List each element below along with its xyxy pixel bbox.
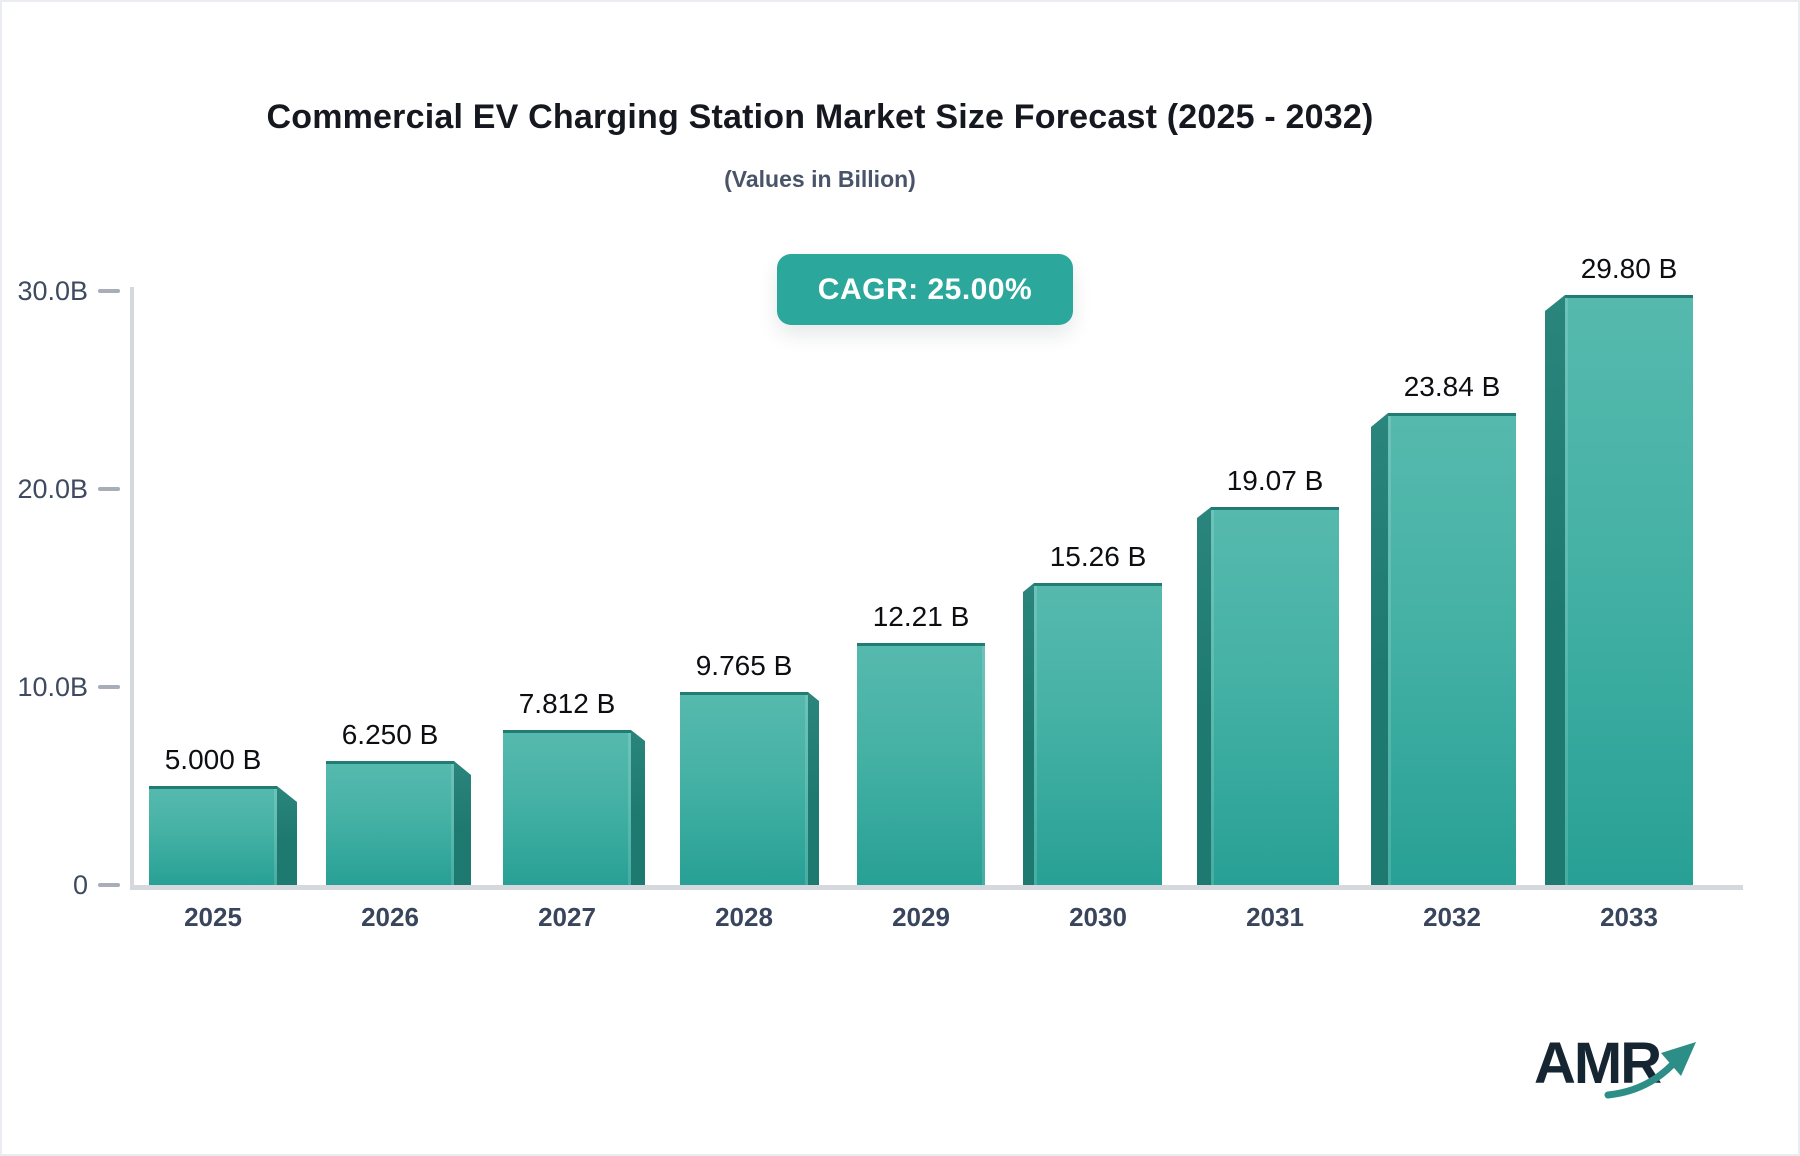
bar-side-panel — [1197, 507, 1211, 885]
y-tick-dash-20.0B — [98, 487, 120, 491]
bar-face — [326, 761, 454, 885]
amr-logo: AMR — [1528, 1030, 1728, 1125]
page-title: Commercial EV Charging Station Market Si… — [266, 98, 1374, 136]
bar-2031 — [1197, 507, 1339, 885]
y-tick-label-20.0B: 20.0B — [17, 474, 88, 504]
bar-value-label-2030: 15.26 B — [1049, 541, 1147, 572]
y-tick-dash-0 — [98, 883, 120, 887]
x-axis-label-2029: 2029 — [892, 902, 950, 932]
bar-face — [1211, 507, 1339, 885]
cagr-badge-label: CAGR: 25.00% — [817, 272, 1033, 306]
bar-face — [503, 730, 631, 885]
bar-side-panel — [277, 786, 297, 885]
x-axis-label-2025: 2025 — [184, 902, 242, 932]
bar-face — [149, 786, 277, 885]
y-tick-dash-10.0B — [98, 685, 120, 689]
y-tick-dash-30.0B — [98, 289, 120, 293]
bar-face — [1034, 583, 1162, 885]
x-axis-label-2030: 2030 — [1069, 902, 1127, 932]
bar-2033 — [1545, 295, 1693, 885]
bar-2025 — [149, 786, 297, 885]
bar-2030 — [1023, 583, 1162, 885]
x-axis-label-2032: 2032 — [1423, 902, 1481, 932]
y-tick-label-0: 0 — [72, 870, 88, 900]
bar-2029 — [857, 643, 985, 885]
bar-2032 — [1371, 413, 1516, 885]
bar-side-panel — [1023, 583, 1034, 885]
bar-side-panel — [1371, 413, 1388, 885]
x-axis-label-2031: 2031 — [1246, 902, 1304, 932]
bar-side-panel — [1545, 295, 1565, 885]
bar-value-label-2028: 9.765 B — [695, 650, 793, 681]
bar-value-label-2027: 7.812 B — [518, 688, 616, 719]
bar-2026 — [326, 761, 471, 885]
bar-value-label-2029: 12.21 B — [872, 601, 970, 632]
bar-face — [1565, 295, 1693, 885]
bar-value-label-2032: 23.84 B — [1403, 371, 1501, 402]
x-axis-label-2033: 2033 — [1600, 902, 1658, 932]
x-axis-line — [130, 885, 1743, 890]
trend-arrow-icon — [1604, 1042, 1696, 1099]
bar-2027 — [503, 730, 645, 885]
bar-face — [680, 692, 808, 885]
page-subtitle: (Values in Billion) — [724, 166, 916, 192]
bar-side-panel — [454, 761, 471, 885]
y-tick-label-10.0B: 10.0B — [17, 672, 88, 702]
cagr-badge: CAGR: 25.00% — [777, 254, 1073, 325]
y-tick-label-30.0B: 30.0B — [17, 276, 88, 306]
x-axis-label-2028: 2028 — [715, 902, 773, 932]
y-axis-line — [130, 287, 134, 889]
bar-side-panel — [631, 730, 645, 885]
x-axis-label-2027: 2027 — [538, 902, 596, 932]
bar-value-label-2025: 5.000 B — [164, 744, 262, 775]
x-axis-label-2026: 2026 — [361, 902, 419, 932]
bar-value-label-2031: 19.07 B — [1226, 465, 1324, 496]
bar-value-label-2026: 6.250 B — [341, 719, 439, 750]
bar-face — [1388, 413, 1516, 885]
bar-2028 — [680, 692, 819, 885]
bar-value-label-2033: 29.80 B — [1580, 253, 1678, 284]
bar-face — [857, 643, 985, 885]
bar-side-panel — [808, 692, 819, 885]
